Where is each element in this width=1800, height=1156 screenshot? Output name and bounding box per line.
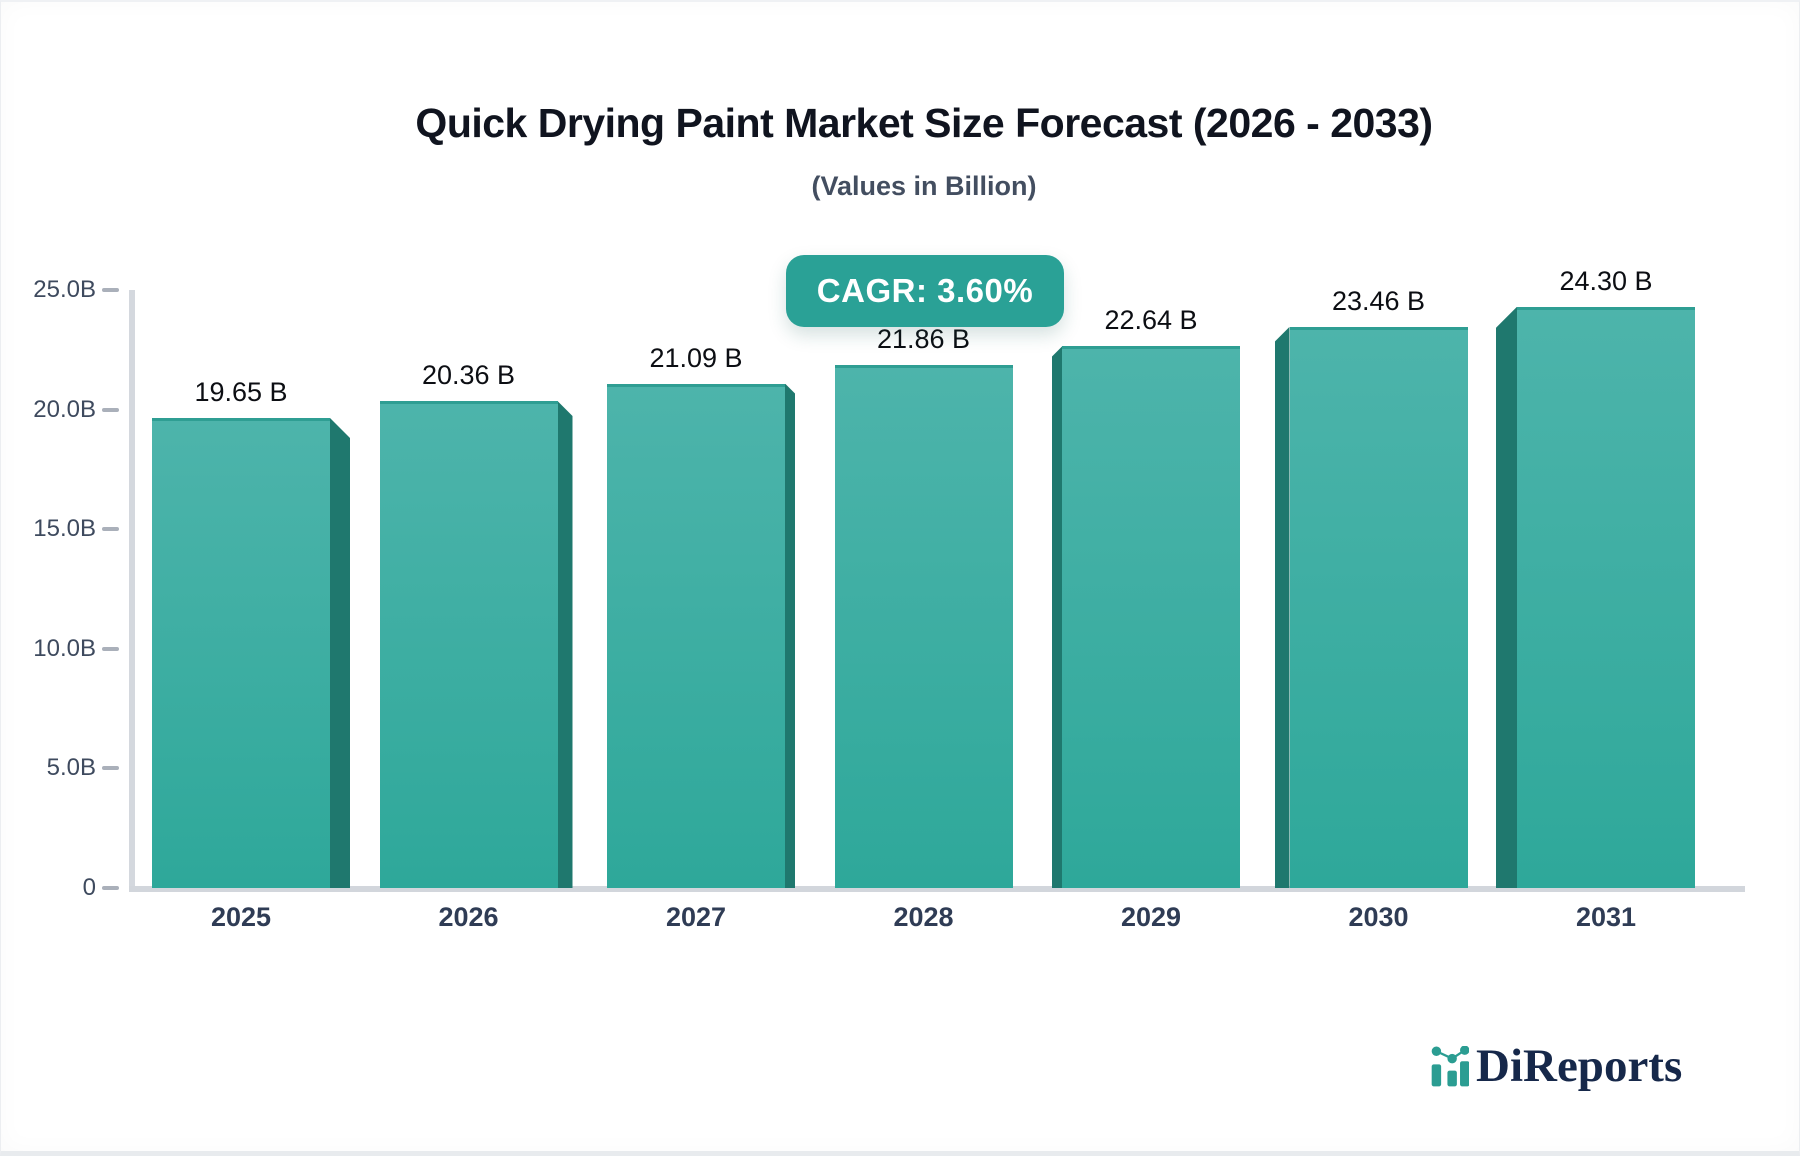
bar-2025 [152,417,330,888]
bar-chart-trend-icon [1431,1046,1469,1087]
y-tick-label: 0 [82,874,96,901]
bar-2028 [834,365,1013,888]
bar-2026 [379,400,558,888]
bar-side-face-2027 [785,383,795,888]
y-axis-line [129,290,135,891]
bar-value-label-2025: 19.65 B [194,376,288,407]
bar-value-label-2029: 22.64 B [1104,305,1198,336]
cagr-badge: CAGR: 3.60% [786,255,1064,327]
page-subtitle: (Values in Billion) [811,171,1037,201]
bar-side-face-2031 [1496,306,1517,888]
x-tick-label-2030: 2030 [1348,902,1409,932]
y-tick-label: 25.0B [33,276,96,303]
page-title: Quick Drying Paint Market Size Forecast … [415,100,1433,146]
y-tick-label: 10.0B [33,634,96,662]
bar-value-label-2030: 23.46 B [1331,285,1426,316]
y-tick-mark [102,646,119,651]
bar-value-label-2026: 20.36 B [421,359,516,390]
bar-value-label-2028: 21.86 B [876,324,971,355]
bar-side-face-2025 [330,417,350,888]
bar-side-face-2029 [1052,346,1062,888]
y-tick-label: 15.0B [33,515,96,543]
y-tick-mark [102,886,119,890]
x-tick-label-2027: 2027 [665,902,727,932]
y-tick-mark [102,288,119,292]
logo-text: DiReports [1476,1040,1683,1092]
x-tick-label-2029: 2029 [1120,902,1182,932]
bar-2030 [1289,326,1468,888]
bar-side-face-2030 [1274,326,1290,888]
y-tick-mark [102,527,119,532]
x-tick-label-2026: 2026 [438,902,499,932]
bar-value-label-2027: 21.09 B [649,342,743,373]
y-tick-mark [102,766,119,771]
bar-2027 [607,383,785,888]
x-tick-label-2028: 2028 [893,902,954,932]
y-tick-label: 5.0B [46,754,96,782]
x-tick-label-2025: 2025 [210,902,272,932]
bar-value-label-2031: 24.30 B [1559,265,1653,296]
x-tick-label-2031: 2031 [1575,902,1637,932]
bar-2029 [1062,346,1240,888]
y-tick-mark [102,407,119,412]
bar-2031 [1517,306,1695,888]
y-tick-label: 20.0B [33,395,96,423]
x-axis-line [129,886,1745,892]
bar-side-face-2026 [557,400,573,888]
direports-logo: DiReports [1429,1040,1683,1092]
